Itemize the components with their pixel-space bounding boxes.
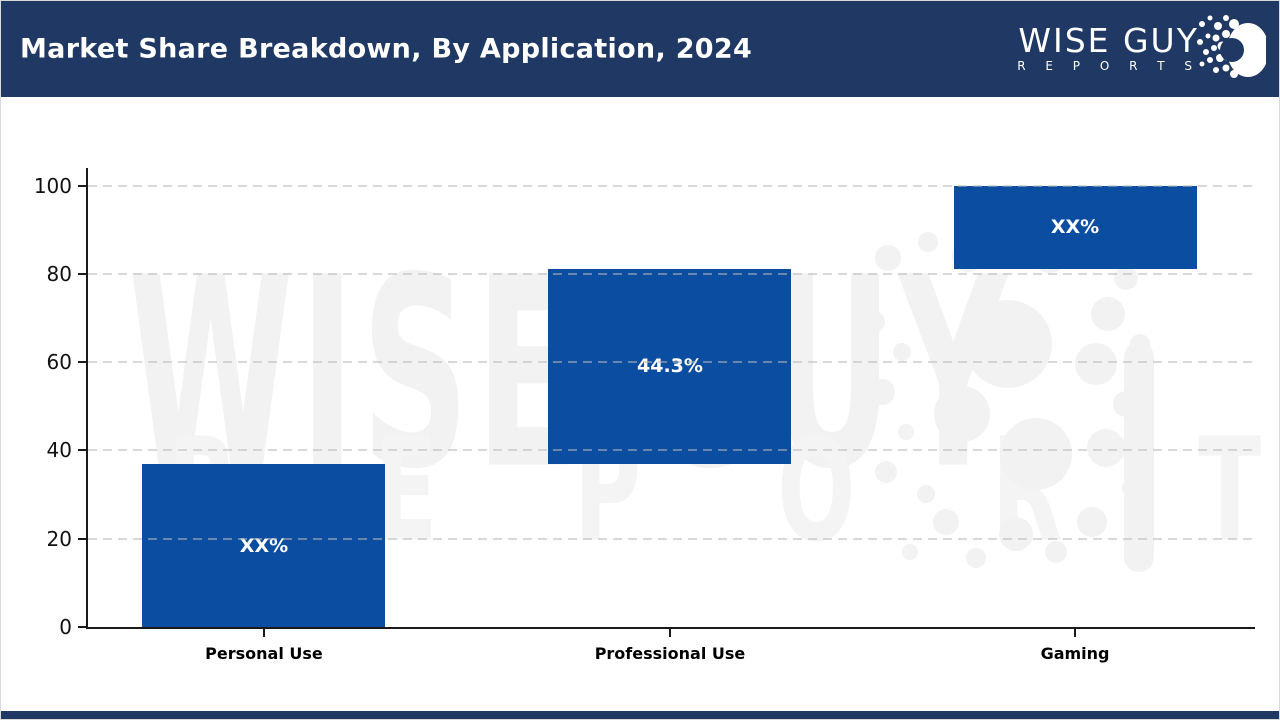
y-axis-spine xyxy=(86,168,88,629)
x-axis-label-personal-use: Personal Use xyxy=(205,644,323,663)
y-tick-label: 100 xyxy=(33,173,72,198)
logo-face-icon xyxy=(1197,14,1266,78)
y-tick-label: 20 xyxy=(46,526,72,551)
logo-wordmark: WISE GUY xyxy=(1018,21,1199,61)
y-tick-label: 60 xyxy=(46,350,72,375)
x-tick-mark xyxy=(1074,629,1077,637)
bar-professional-use: 44.3% xyxy=(548,268,792,465)
gridline xyxy=(88,537,1255,540)
y-tick-mark xyxy=(78,184,86,187)
y-tick-label: 0 xyxy=(59,615,72,639)
x-axis-label-gaming: Gaming xyxy=(1040,644,1110,663)
gridline xyxy=(88,272,1255,275)
brand-logo: WISE GUY R E P O R T S xyxy=(1017,12,1266,86)
gridline xyxy=(88,361,1255,364)
logo-reports-text: R E P O R T S xyxy=(1017,58,1200,73)
x-axis-label-professional-use: Professional Use xyxy=(594,644,746,663)
y-tick-label: 40 xyxy=(46,438,72,463)
y-tick-mark xyxy=(78,626,86,628)
bar-gaming: XX% xyxy=(953,185,1197,269)
page-title: Market Share Breakdown, By Application, … xyxy=(20,33,753,64)
x-tick-mark xyxy=(262,629,265,637)
y-tick-mark xyxy=(78,449,86,452)
y-tick-label: 80 xyxy=(46,261,72,286)
y-tick-mark xyxy=(78,537,86,540)
y-tick-mark xyxy=(78,272,86,275)
x-axis-spine xyxy=(86,627,1255,629)
footer-bar xyxy=(0,711,1280,720)
gridline xyxy=(88,184,1255,187)
bar-label-gaming: XX% xyxy=(1050,216,1100,239)
y-tick-mark xyxy=(78,361,86,364)
bar-label-professional-use: 44.3% xyxy=(637,355,703,378)
x-tick-mark xyxy=(668,629,671,637)
plot-area: XX% 44.3% XX% Personal Use Professional … xyxy=(34,168,1255,663)
gridline xyxy=(88,449,1255,452)
header-bar: Market Share Breakdown, By Application, … xyxy=(0,0,1280,97)
bar-label-personal-use: XX% xyxy=(239,534,289,557)
bar-personal-use: XX% xyxy=(142,464,386,627)
